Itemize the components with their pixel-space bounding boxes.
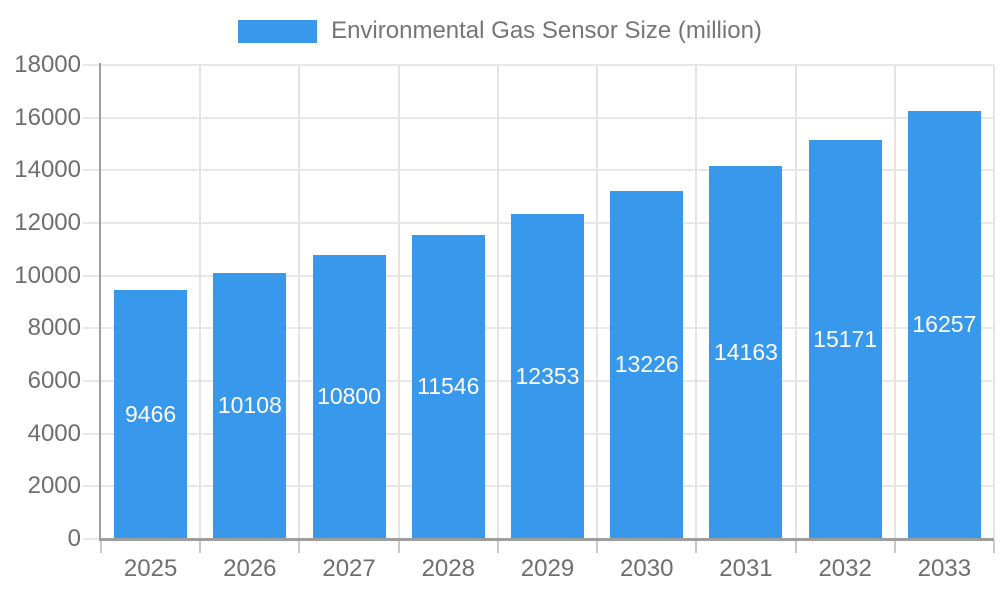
bar-value-label: 9466 (125, 400, 177, 427)
x-axis-tick (893, 540, 896, 553)
gridline-v (794, 65, 797, 539)
bar-value-label: 15171 (813, 325, 878, 352)
y-axis-label: 2000 (27, 472, 81, 500)
bar-value-label: 10108 (217, 392, 282, 419)
bar[interactable]: 15171 (808, 139, 882, 539)
x-axis-label: 2033 (917, 555, 972, 582)
gridline-v (893, 65, 896, 539)
legend-label: Environmental Gas Sensor Size (million) (331, 17, 762, 44)
gridline-v (199, 65, 202, 539)
bar[interactable]: 10800 (312, 254, 386, 539)
y-axis-label: 16000 (14, 103, 81, 131)
gridline-v (496, 65, 499, 539)
y-axis-label: 18000 (14, 51, 81, 78)
x-axis-tick (496, 540, 499, 553)
bar[interactable]: 9466 (114, 289, 188, 539)
bar-value-label: 13226 (614, 351, 679, 378)
y-axis-label: 14000 (14, 156, 81, 184)
bar[interactable]: 16257 (907, 110, 981, 539)
x-axis-label: 2032 (818, 555, 872, 582)
x-axis-label: 2027 (322, 555, 376, 582)
gridline-v (298, 65, 301, 539)
bar-value-label: 11546 (417, 373, 480, 400)
x-axis-tick (397, 540, 400, 553)
gridline-v (397, 65, 400, 539)
x-axis-tick (993, 540, 995, 553)
bar-value-label: 12353 (515, 362, 580, 389)
gridline-v (695, 65, 698, 539)
x-axis-tick (695, 540, 698, 553)
x-axis-label: 2031 (719, 555, 773, 582)
gridline-v (596, 65, 599, 539)
gridline-h (83, 169, 994, 172)
x-axis-label: 2030 (620, 555, 674, 582)
gridline-h (83, 116, 994, 119)
y-axis-label: 6000 (27, 367, 81, 395)
bar[interactable]: 14163 (709, 166, 783, 539)
bar[interactable]: 10108 (213, 272, 287, 539)
y-axis-label: 0 (67, 525, 81, 552)
bar[interactable]: 12353 (511, 213, 584, 539)
x-axis-label: 2026 (223, 555, 277, 582)
x-axis-label: 2025 (123, 555, 178, 582)
x-axis-tick (794, 540, 797, 553)
bar-value-label: 16257 (912, 311, 977, 338)
x-axis-tick (100, 540, 102, 553)
bar[interactable]: 11546 (411, 234, 485, 539)
x-axis-tick (298, 540, 301, 553)
y-axis-label: 4000 (27, 419, 81, 447)
bar[interactable]: 13226 (610, 190, 684, 539)
x-axis-label: 2028 (421, 555, 475, 582)
plot-area: 0 2000 4000 6000 8000 10000 12000 14000 16000 180… (14, 53, 995, 581)
legend-swatch (238, 19, 318, 43)
x-axis-label: 2029 (520, 555, 575, 582)
y-axis-label: 10000 (14, 261, 81, 289)
gridline-h (83, 64, 994, 66)
y-axis-label: 12000 (14, 209, 81, 237)
gridline-v (993, 65, 995, 539)
bar-value-label: 10800 (317, 383, 382, 410)
bar-value-label: 14163 (713, 339, 778, 366)
y-axis-label: 8000 (27, 314, 81, 342)
y-axis-line (99, 63, 101, 539)
legend[interactable]: Environmental Gas Sensor Size (million) (0, 17, 1000, 45)
x-axis-line (99, 538, 994, 541)
x-axis-tick (199, 540, 202, 553)
x-axis-tick (596, 540, 599, 553)
